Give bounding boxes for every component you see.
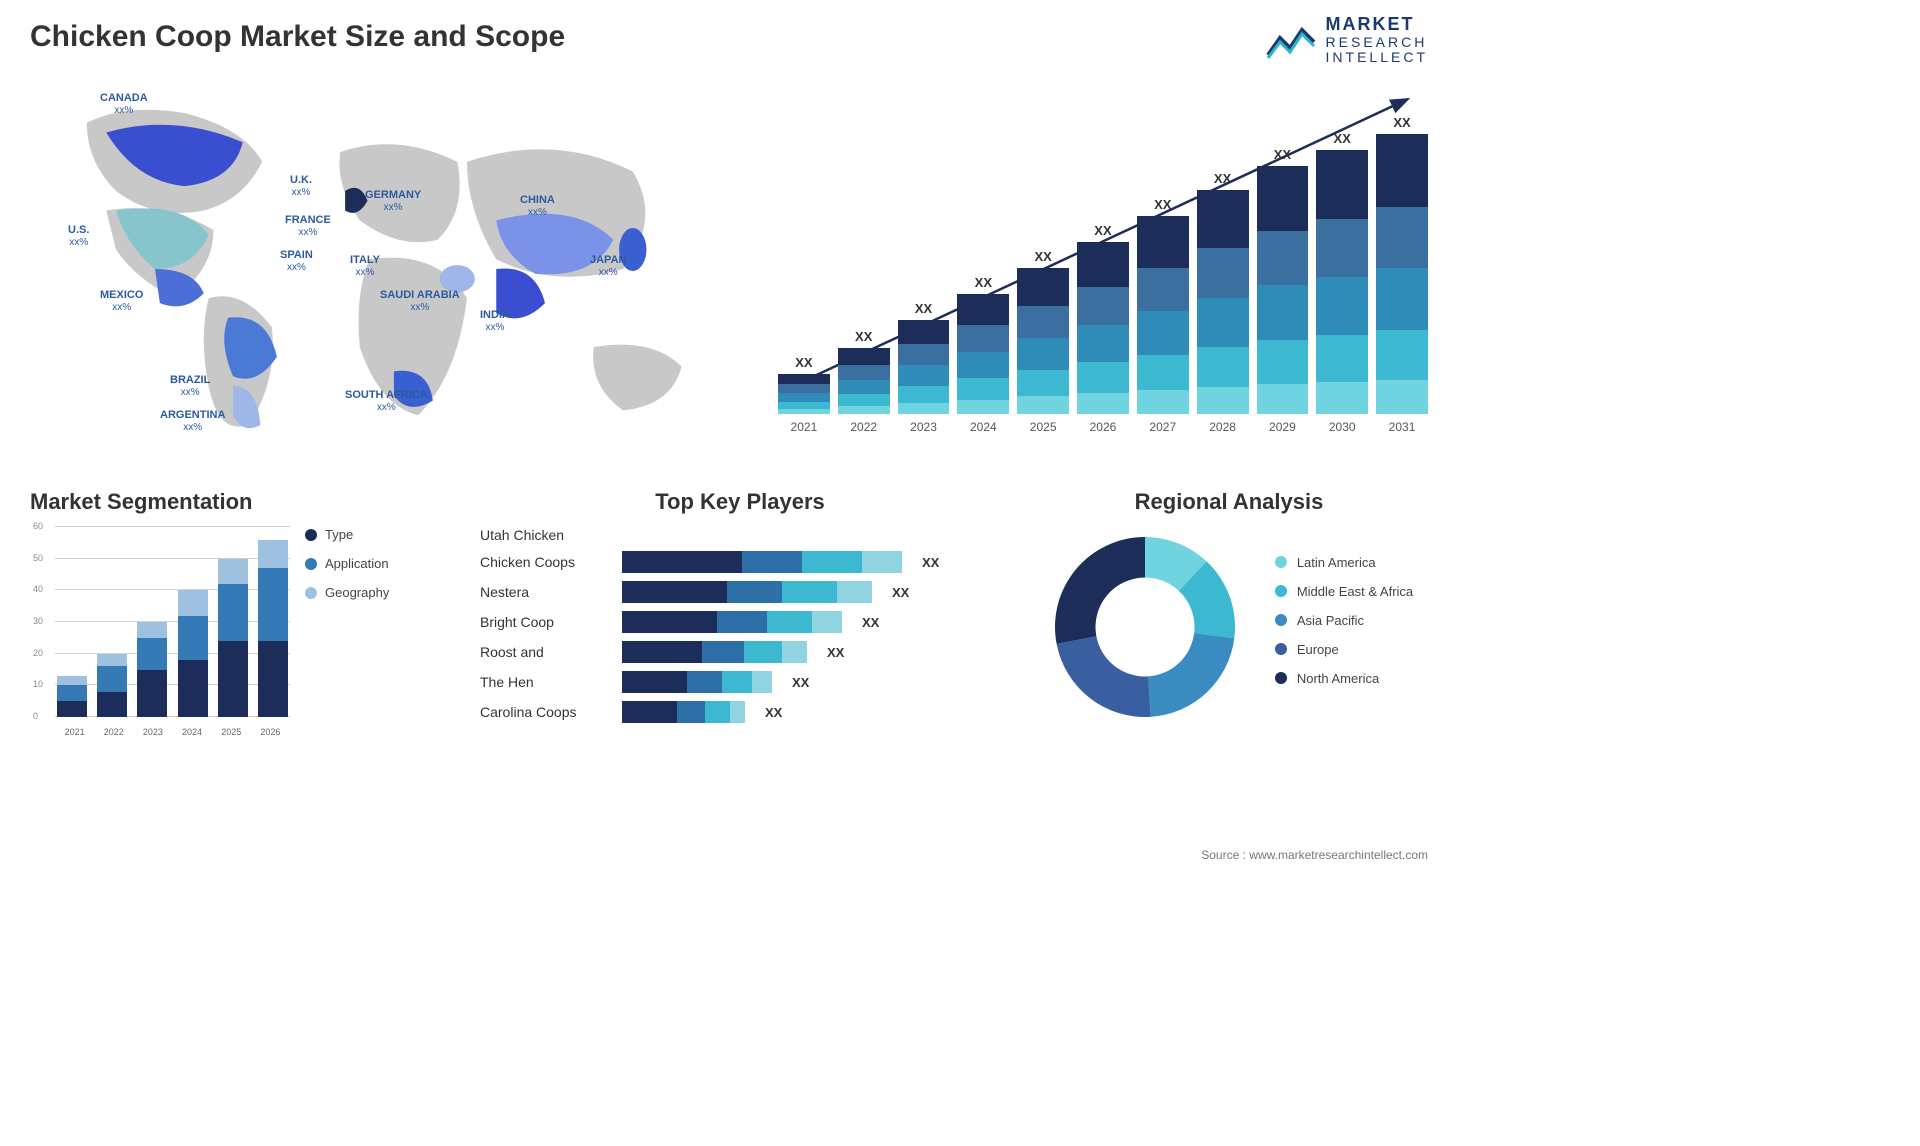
regional-legend-item: North America [1275, 671, 1413, 686]
world-map: CANADAxx% U.S.xx% MEXICOxx% BRAZILxx% ARGENT… [30, 74, 748, 464]
segmentation-legend: Type Application Geography [305, 527, 389, 614]
regional-legend-item: Latin America [1275, 555, 1413, 570]
regional-title: Regional Analysis [1030, 489, 1428, 515]
player-name: The Hen [480, 674, 610, 690]
forecast-bar-2028: XX2028 [1197, 171, 1249, 434]
logo-line3: INTELLECT [1326, 50, 1428, 65]
map-label-spain: SPAINxx% [280, 249, 313, 273]
map-label-u.s.: U.S.xx% [68, 224, 89, 248]
map-label-italy: ITALYxx% [350, 254, 380, 278]
forecast-bar-2029: XX2029 [1257, 147, 1309, 434]
player-row: Bright CoopXX [480, 611, 1000, 633]
seg-bar-2025 [218, 559, 248, 717]
map-label-canada: CANADAxx% [100, 92, 148, 116]
seg-bar-2023 [137, 622, 167, 717]
player-row: Utah Chicken [480, 527, 1000, 543]
forecast-chart: XX2021XX2022XX2023XX2024XX2025XX2026XX20… [778, 74, 1428, 464]
regional-legend-item: Europe [1275, 642, 1413, 657]
logo-icon [1266, 20, 1316, 60]
regional-legend: Latin America Middle East & Africa Asia Pa… [1275, 555, 1413, 700]
seg-legend-geography: Geography [305, 585, 389, 600]
map-label-india: INDIAxx% [480, 309, 510, 333]
forecast-bar-2027: XX2027 [1137, 197, 1189, 434]
seg-bar-2024 [178, 590, 208, 717]
regional-legend-item: Middle East & Africa [1275, 584, 1413, 599]
player-row: NesteraXX [480, 581, 1000, 603]
seg-legend-type: Type [305, 527, 389, 542]
segmentation-title: Market Segmentation [30, 489, 450, 515]
forecast-bar-2021: XX2021 [778, 355, 830, 434]
player-row: Chicken CoopsXX [480, 551, 1000, 573]
donut-slice-asia-pacific [1148, 633, 1234, 717]
player-row: Roost andXX [480, 641, 1000, 663]
seg-bar-2021 [57, 676, 87, 717]
brand-logo: MARKET RESEARCH INTELLECT [1266, 15, 1428, 66]
seg-legend-application: Application [305, 556, 389, 571]
logo-line1: MARKET [1326, 15, 1428, 35]
forecast-bar-2030: XX2030 [1316, 131, 1368, 434]
donut-slice-north-america [1055, 537, 1145, 644]
forecast-bar-2025: XX2025 [1017, 249, 1069, 434]
map-label-saudi-arabia: SAUDI ARABIAxx% [380, 289, 460, 313]
forecast-bar-2024: XX2024 [957, 275, 1009, 434]
page-title: Chicken Coop Market Size and Scope [30, 20, 1428, 54]
player-name: Nestera [480, 584, 610, 600]
seg-bar-2022 [97, 654, 127, 717]
regional-donut [1045, 527, 1245, 727]
map-label-south-africa: SOUTH AFRICAxx% [345, 389, 428, 413]
map-label-u.k.: U.K.xx% [290, 174, 312, 198]
map-label-mexico: MEXICOxx% [100, 289, 143, 313]
player-name: Chicken Coops [480, 554, 610, 570]
forecast-bar-2026: XX2026 [1077, 223, 1129, 434]
map-label-japan: JAPANxx% [590, 254, 626, 278]
forecast-bar-2023: XX2023 [898, 301, 950, 434]
forecast-bar-2022: XX2022 [838, 329, 890, 434]
player-name: Bright Coop [480, 614, 610, 630]
player-name: Utah Chicken [480, 527, 610, 543]
source-text: Source : www.marketresearchintellect.com [1201, 848, 1428, 862]
map-label-argentina: ARGENTINAxx% [160, 409, 225, 433]
player-name: Carolina Coops [480, 704, 610, 720]
segmentation-panel: Market Segmentation 0102030405060 202120… [30, 489, 450, 769]
players-panel: Top Key Players Utah Chicken Chicken Coop… [470, 489, 1010, 769]
player-row: Carolina CoopsXX [480, 701, 1000, 723]
seg-bar-2026 [258, 540, 288, 717]
player-row: The HenXX [480, 671, 1000, 693]
player-name: Roost and [480, 644, 610, 660]
segmentation-chart: 0102030405060 202120222023202420252026 [30, 527, 290, 737]
map-label-brazil: BRAZILxx% [170, 374, 210, 398]
map-label-germany: GERMANYxx% [365, 189, 421, 213]
forecast-bar-2031: XX2031 [1376, 115, 1428, 434]
donut-slice-europe [1056, 636, 1150, 717]
logo-line2: RESEARCH [1326, 35, 1428, 50]
map-label-china: CHINAxx% [520, 194, 555, 218]
players-title: Top Key Players [470, 489, 1010, 515]
regional-legend-item: Asia Pacific [1275, 613, 1413, 628]
map-label-france: FRANCExx% [285, 214, 331, 238]
regional-panel: Regional Analysis Latin America Middle Ea… [1030, 489, 1428, 769]
